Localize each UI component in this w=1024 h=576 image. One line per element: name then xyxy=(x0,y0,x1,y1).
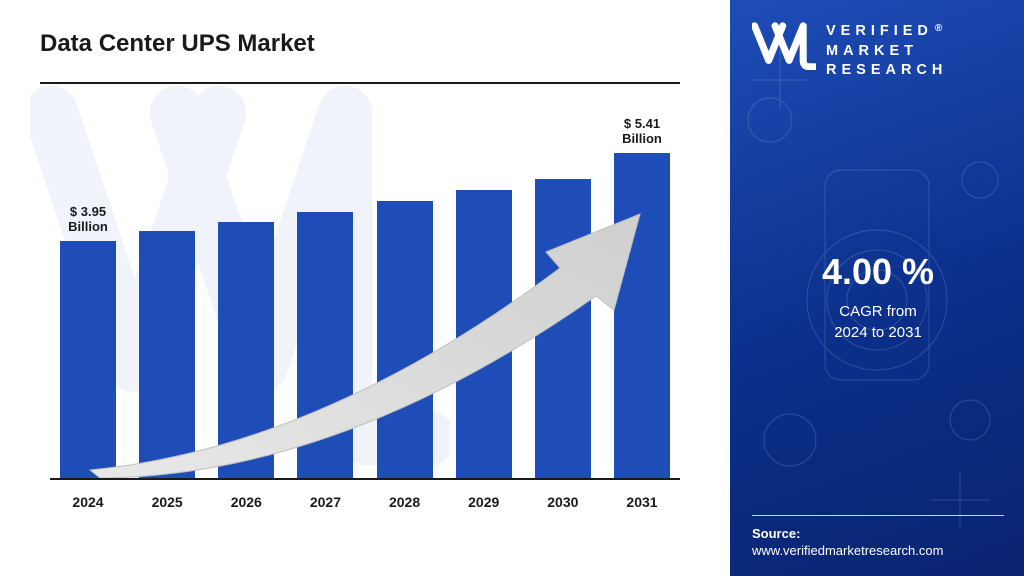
bar xyxy=(60,241,116,478)
bar-wrap xyxy=(297,212,353,478)
bar xyxy=(297,212,353,478)
source-block: Source: www.verifiedmarketresearch.com xyxy=(752,515,1004,558)
cagr-label-line2: 2024 to 2031 xyxy=(834,324,922,341)
right-content: VERIFIED® MARKET RESEARCH 4.00 % CAGR fr… xyxy=(730,0,1024,576)
bars-container: $ 3.95Billion $ 5.41Billion xyxy=(60,148,670,478)
x-axis-label: 2030 xyxy=(535,494,591,510)
x-axis-label: 2029 xyxy=(456,494,512,510)
bar-value-label: $ 5.41Billion xyxy=(602,116,682,147)
brand-logo-text: VERIFIED® MARKET RESEARCH xyxy=(826,22,947,81)
bar-value-label: $ 3.95Billion xyxy=(48,204,128,235)
brand-line-2: MARKET xyxy=(826,42,947,62)
cagr-label-line1: CAGR from xyxy=(839,303,917,320)
source-url: www.verifiedmarketresearch.com xyxy=(752,543,1004,558)
x-axis-label: 2028 xyxy=(377,494,433,510)
bar-wrap xyxy=(535,179,591,478)
x-axis-label: 2024 xyxy=(60,494,116,510)
bar-wrap: $ 3.95Billion xyxy=(60,241,116,478)
x-axis-label: 2031 xyxy=(614,494,670,510)
cagr-block: 4.00 % CAGR from 2024 to 2031 xyxy=(752,251,1004,343)
bar-chart: $ 3.95Billion$ 5.41Billion 2024202520262… xyxy=(40,104,690,524)
registered-mark: ® xyxy=(935,23,947,34)
left-panel: Data Center UPS Market $ 3.95Billion $ 5.… xyxy=(0,0,730,576)
cagr-value: 4.00 % xyxy=(752,251,1004,293)
source-divider xyxy=(752,515,1004,516)
x-axis-label: 2025 xyxy=(139,494,195,510)
bar-wrap xyxy=(218,222,274,478)
brand-logo-mark xyxy=(752,22,816,70)
x-axis-labels: 2024 2025 2026 2027 2028 2029 2030 2031 xyxy=(60,494,670,510)
x-axis-label: 2026 xyxy=(218,494,274,510)
brand-line-3: RESEARCH xyxy=(826,61,947,81)
chart-title: Data Center UPS Market xyxy=(40,30,700,58)
cagr-label: CAGR from 2024 to 2031 xyxy=(752,301,1004,343)
bar xyxy=(139,231,195,478)
bar xyxy=(377,201,433,478)
x-axis-line xyxy=(50,478,680,480)
x-axis-label: 2027 xyxy=(297,494,353,510)
source-label: Source: xyxy=(752,526,1004,541)
title-underline xyxy=(40,82,680,84)
bar-wrap xyxy=(377,201,433,478)
right-panel: VERIFIED® MARKET RESEARCH 4.00 % CAGR fr… xyxy=(730,0,1024,576)
bar xyxy=(218,222,274,478)
brand-line-1: VERIFIED xyxy=(826,23,933,39)
bar xyxy=(535,179,591,478)
bar-wrap xyxy=(456,190,512,478)
brand-logo: VERIFIED® MARKET RESEARCH xyxy=(752,22,1004,81)
bar xyxy=(614,153,670,478)
bar-wrap xyxy=(139,231,195,478)
bar-wrap: $ 5.41Billion xyxy=(614,153,670,478)
bar xyxy=(456,190,512,478)
